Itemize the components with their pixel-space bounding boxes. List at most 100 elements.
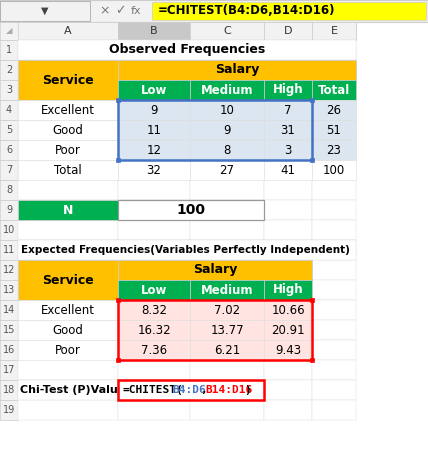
Bar (0, 400, 18, 420)
Bar (190, 240, 264, 260)
Bar (190, 22, 264, 40)
Bar (190, 340, 264, 360)
Bar (0, 340, 18, 360)
Bar (264, 340, 312, 360)
Bar (18, 200, 118, 220)
Bar (18, 360, 118, 380)
Text: ): ) (244, 385, 251, 395)
Bar (190, 320, 264, 340)
Bar (312, 80, 356, 100)
Bar (18, 22, 118, 40)
Bar (0, 100, 18, 120)
Bar (118, 180, 190, 200)
Bar (118, 340, 190, 360)
Bar (118, 200, 190, 220)
Bar (310, 358, 314, 362)
Text: 11: 11 (3, 245, 15, 255)
Bar (118, 340, 190, 360)
Text: 9.43: 9.43 (275, 343, 301, 357)
Bar (190, 120, 264, 140)
Bar (312, 360, 356, 380)
Bar (264, 22, 312, 40)
Bar (190, 400, 264, 420)
Bar (312, 200, 356, 220)
Bar (0, 40, 18, 60)
Bar (312, 300, 356, 320)
Text: B4:D6: B4:D6 (172, 385, 206, 395)
Bar (312, 120, 356, 140)
Text: High: High (273, 84, 303, 96)
Bar (264, 160, 312, 180)
Bar (310, 298, 314, 302)
Bar (190, 340, 264, 360)
Bar (264, 320, 312, 340)
Bar (312, 260, 356, 280)
Text: 13.77: 13.77 (210, 323, 244, 336)
Bar (0, 280, 18, 300)
Bar (264, 280, 312, 300)
Text: 16: 16 (3, 345, 15, 355)
Text: A: A (64, 26, 72, 36)
Bar (0, 60, 18, 80)
Text: 7.36: 7.36 (141, 343, 167, 357)
Text: Excellent: Excellent (41, 104, 95, 116)
Bar (18, 380, 118, 400)
Text: 7: 7 (6, 165, 12, 175)
Bar (118, 140, 190, 160)
Bar (116, 158, 120, 162)
Bar (190, 320, 264, 340)
Bar (18, 160, 118, 180)
Bar (264, 140, 312, 160)
Bar (312, 220, 356, 240)
Bar (118, 40, 190, 60)
Bar (264, 120, 312, 140)
Text: 1: 1 (6, 45, 12, 55)
Bar (18, 320, 118, 340)
Bar (264, 180, 312, 200)
Text: 7.02: 7.02 (214, 304, 240, 316)
Text: 11: 11 (146, 124, 161, 136)
Text: 12: 12 (146, 143, 161, 156)
Bar (190, 280, 264, 300)
Bar (18, 340, 118, 360)
Bar (18, 260, 118, 280)
Bar (18, 40, 356, 60)
Text: C: C (223, 26, 231, 36)
Bar (190, 80, 264, 100)
Text: Chi-Test (P)Value =: Chi-Test (P)Value = (20, 385, 138, 395)
Bar (0, 180, 18, 200)
Bar (18, 80, 118, 100)
Text: 10: 10 (220, 104, 235, 116)
Bar (18, 200, 118, 220)
Text: ,: , (200, 385, 207, 395)
Bar (312, 60, 356, 80)
Bar (18, 60, 118, 80)
Bar (264, 400, 312, 420)
Bar (190, 180, 264, 200)
Bar (118, 120, 190, 140)
Bar (0, 200, 18, 220)
Bar (18, 220, 118, 240)
Bar (18, 160, 118, 180)
Bar (264, 140, 312, 160)
Bar (18, 60, 118, 100)
Bar (118, 120, 190, 140)
Bar (312, 40, 356, 60)
Text: 14: 14 (3, 305, 15, 315)
Text: 13: 13 (3, 285, 15, 295)
Text: 6: 6 (6, 145, 12, 155)
Text: Service: Service (42, 74, 94, 86)
Bar (18, 380, 118, 400)
Bar (118, 380, 190, 400)
Bar (118, 280, 190, 300)
Bar (118, 140, 190, 160)
Text: 4: 4 (6, 105, 12, 115)
Text: B: B (150, 26, 158, 36)
Text: Expected Frequencies(Variables Perfectly Independent): Expected Frequencies(Variables Perfectly… (21, 245, 350, 255)
Bar (190, 260, 264, 280)
Bar (190, 160, 264, 180)
Text: Poor: Poor (55, 343, 81, 357)
Text: 31: 31 (281, 124, 295, 136)
Bar (118, 100, 190, 120)
Text: Observed Frequencies: Observed Frequencies (109, 44, 265, 57)
